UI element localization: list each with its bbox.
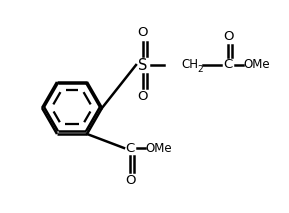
Text: O: O [125,174,135,187]
Text: C: C [125,141,135,154]
Text: 2: 2 [197,65,203,73]
Text: O: O [138,91,148,104]
Text: OMe: OMe [243,59,270,72]
Text: O: O [138,26,148,39]
Text: CH: CH [181,59,198,72]
Text: C: C [223,59,233,72]
Text: O: O [223,30,233,43]
Text: OMe: OMe [145,141,172,154]
Text: S: S [138,58,148,72]
